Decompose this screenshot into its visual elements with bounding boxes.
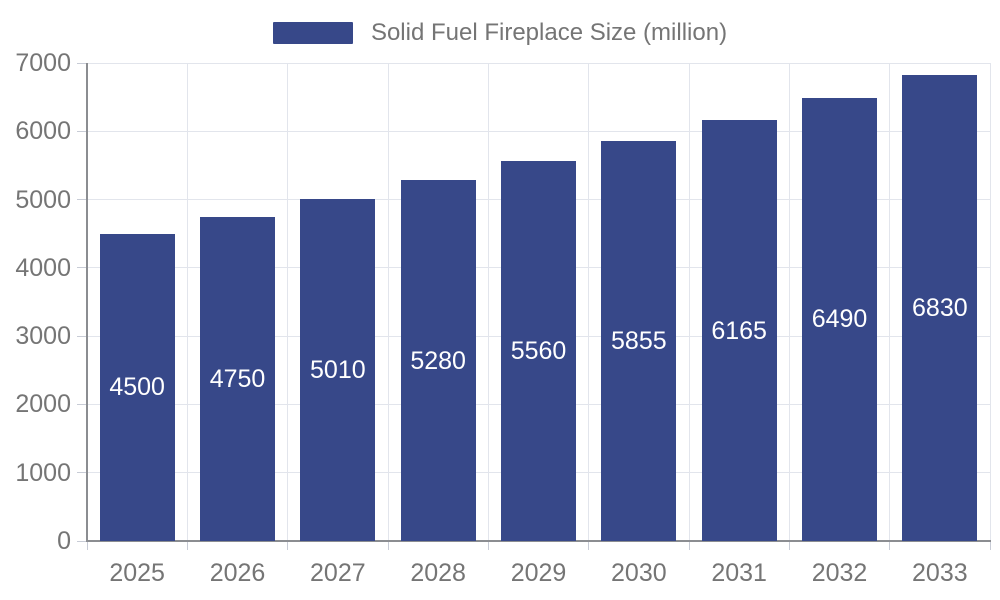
bar-value-label: 6165 xyxy=(711,316,767,345)
bar-2028[interactable]: 5280 xyxy=(400,180,476,541)
y-tick-label: 5000 xyxy=(15,185,71,214)
bar-2029[interactable]: 5560 xyxy=(501,161,576,541)
y-tick-label: 6000 xyxy=(15,117,71,146)
legend-item-solid-fuel-fireplace-size[interactable]: Solid Fuel Fireplace Size (million) xyxy=(0,20,1000,46)
gridline-vertical xyxy=(186,63,188,541)
y-axis-tick xyxy=(77,403,87,405)
bar-2025[interactable]: 4500 xyxy=(99,233,175,541)
bar-2030[interactable]: 5855 xyxy=(601,141,677,541)
y-axis-tick xyxy=(77,540,87,542)
bar-value-label: 4750 xyxy=(209,364,266,393)
bar-value-label: 5855 xyxy=(611,327,667,356)
bar-value-label: 6830 xyxy=(912,293,968,322)
gridline-vertical xyxy=(588,63,590,541)
bar-value-label: 5560 xyxy=(510,337,567,366)
bar-2027[interactable]: 5010 xyxy=(300,198,376,541)
y-axis-tick xyxy=(77,62,87,64)
x-tick-label: 2026 xyxy=(209,559,266,587)
x-axis-tick xyxy=(889,541,891,550)
y-tick-label: 0 xyxy=(57,527,71,555)
bar-value-label: 6490 xyxy=(811,305,868,334)
x-axis-tick xyxy=(487,541,489,550)
x-tick-label: 2030 xyxy=(611,559,667,587)
bar-value-label: 4500 xyxy=(109,373,165,402)
gridline-vertical xyxy=(989,63,991,541)
x-axis-tick xyxy=(86,541,88,550)
gridline-vertical xyxy=(688,63,690,541)
bar-2032[interactable]: 6490 xyxy=(802,97,877,541)
y-tick-label: 1000 xyxy=(15,458,71,487)
legend-label: Solid Fuel Fireplace Size (million) xyxy=(370,19,728,46)
x-axis-tick xyxy=(387,541,389,550)
gridline-horizontal xyxy=(87,62,990,64)
x-tick-label: 2028 xyxy=(410,559,466,587)
x-tick-label: 2029 xyxy=(510,559,567,587)
x-axis-tick xyxy=(989,541,991,550)
y-axis-tick xyxy=(77,130,87,132)
bar-value-label: 5280 xyxy=(410,346,466,375)
y-axis-tick xyxy=(77,472,87,474)
x-axis-tick xyxy=(688,541,690,550)
y-tick-label: 2000 xyxy=(15,390,71,419)
y-axis-tick xyxy=(77,199,87,201)
y-tick-label: 3000 xyxy=(15,322,71,351)
legend-swatch xyxy=(272,22,353,44)
bar-2026[interactable]: 4750 xyxy=(200,216,275,541)
x-axis-tick xyxy=(588,541,590,550)
x-tick-label: 2025 xyxy=(109,559,165,587)
y-tick-label: 4000 xyxy=(15,253,71,282)
gridline-vertical xyxy=(788,63,790,541)
x-tick-label: 2033 xyxy=(912,559,968,587)
y-axis-tick xyxy=(77,335,87,337)
x-tick-label: 2032 xyxy=(811,559,868,587)
x-axis-tick xyxy=(186,541,188,550)
bar-value-label: 5010 xyxy=(310,355,366,384)
gridline-vertical xyxy=(387,63,389,541)
gridline-vertical xyxy=(287,63,289,541)
gridline-vertical xyxy=(889,63,891,541)
y-tick-label: 7000 xyxy=(15,49,71,77)
x-axis-tick xyxy=(788,541,790,550)
x-tick-label: 2031 xyxy=(711,559,767,587)
bar-2033[interactable]: 6830 xyxy=(902,74,978,541)
gridline-horizontal xyxy=(87,130,990,132)
bar-2031[interactable]: 6165 xyxy=(701,120,777,541)
x-tick-label: 2027 xyxy=(310,559,366,587)
x-axis-tick xyxy=(287,541,289,550)
y-axis-line xyxy=(86,63,88,541)
gridline-vertical xyxy=(487,63,489,541)
y-axis-tick xyxy=(77,267,87,269)
x-axis-line xyxy=(86,540,991,542)
